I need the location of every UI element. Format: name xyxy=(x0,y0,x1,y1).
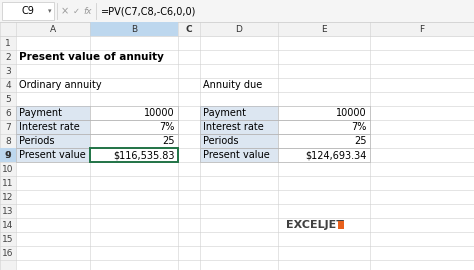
Text: =PV(C7,C8,-C6,0,0): =PV(C7,C8,-C6,0,0) xyxy=(101,6,196,16)
Bar xyxy=(0,148,16,162)
Text: 7: 7 xyxy=(5,123,11,131)
Text: C9: C9 xyxy=(21,6,35,16)
Bar xyxy=(278,134,370,148)
Text: 25: 25 xyxy=(355,136,367,146)
Bar xyxy=(0,0,474,22)
Bar xyxy=(90,120,178,134)
Bar xyxy=(90,22,178,36)
Bar xyxy=(16,106,178,120)
Text: Periods: Periods xyxy=(19,136,55,146)
Bar xyxy=(90,148,178,162)
Text: ▾: ▾ xyxy=(48,8,52,14)
Text: 9: 9 xyxy=(5,150,11,160)
Text: 2: 2 xyxy=(5,52,11,62)
Text: 10000: 10000 xyxy=(145,108,175,118)
Text: 8: 8 xyxy=(5,137,11,146)
Bar xyxy=(0,22,474,36)
Bar xyxy=(90,106,178,120)
Text: 6: 6 xyxy=(5,109,11,117)
Bar xyxy=(278,106,370,120)
Text: 10000: 10000 xyxy=(337,108,367,118)
Text: E: E xyxy=(321,25,327,33)
Text: Payment: Payment xyxy=(19,108,62,118)
Bar xyxy=(200,120,278,134)
Text: Interest rate: Interest rate xyxy=(19,122,80,132)
Text: 25: 25 xyxy=(163,136,175,146)
Bar xyxy=(16,106,90,120)
Text: 3: 3 xyxy=(5,66,11,76)
Text: EXCELJET: EXCELJET xyxy=(286,220,344,230)
Text: 15: 15 xyxy=(2,235,14,244)
Text: 1: 1 xyxy=(5,39,11,48)
Text: $116,535.83: $116,535.83 xyxy=(113,150,175,160)
Bar xyxy=(200,120,370,134)
Bar xyxy=(16,148,178,162)
Bar xyxy=(200,148,370,162)
Bar xyxy=(16,134,90,148)
Bar xyxy=(16,120,90,134)
Text: 11: 11 xyxy=(2,178,14,187)
Bar xyxy=(200,106,370,120)
Bar xyxy=(278,120,370,134)
Text: D: D xyxy=(236,25,242,33)
Bar xyxy=(90,148,178,162)
Text: fx: fx xyxy=(84,6,92,15)
Text: Annuity due: Annuity due xyxy=(203,80,262,90)
Text: A: A xyxy=(50,25,56,33)
Text: 9: 9 xyxy=(5,150,11,160)
Text: Payment: Payment xyxy=(203,108,246,118)
Bar xyxy=(16,134,178,148)
Bar xyxy=(200,106,278,120)
Text: 13: 13 xyxy=(2,207,14,215)
Bar xyxy=(90,134,178,148)
Text: Ordinary annuity: Ordinary annuity xyxy=(19,80,101,90)
Text: 4: 4 xyxy=(5,80,11,89)
Bar xyxy=(278,148,370,162)
Bar xyxy=(338,221,345,229)
Text: 7%: 7% xyxy=(352,122,367,132)
Text: Present value: Present value xyxy=(19,150,86,160)
Text: Interest rate: Interest rate xyxy=(203,122,264,132)
Bar xyxy=(2,2,54,20)
Bar xyxy=(0,22,16,270)
Text: $124,693.34: $124,693.34 xyxy=(306,150,367,160)
Text: F: F xyxy=(419,25,425,33)
Text: 7%: 7% xyxy=(160,122,175,132)
Text: Present value: Present value xyxy=(203,150,270,160)
Text: 12: 12 xyxy=(2,193,14,201)
Bar xyxy=(16,120,178,134)
Text: B: B xyxy=(131,25,137,33)
Text: ✓: ✓ xyxy=(73,6,80,15)
Text: 5: 5 xyxy=(5,94,11,103)
Bar xyxy=(200,148,278,162)
Bar xyxy=(200,134,278,148)
Text: C: C xyxy=(186,25,192,33)
Text: ×: × xyxy=(61,6,69,16)
Bar xyxy=(200,134,370,148)
Text: Present value of annuity: Present value of annuity xyxy=(19,52,164,62)
Text: Periods: Periods xyxy=(203,136,238,146)
Text: 14: 14 xyxy=(2,221,14,229)
Bar xyxy=(16,148,90,162)
Text: 10: 10 xyxy=(2,164,14,174)
Text: 16: 16 xyxy=(2,248,14,258)
